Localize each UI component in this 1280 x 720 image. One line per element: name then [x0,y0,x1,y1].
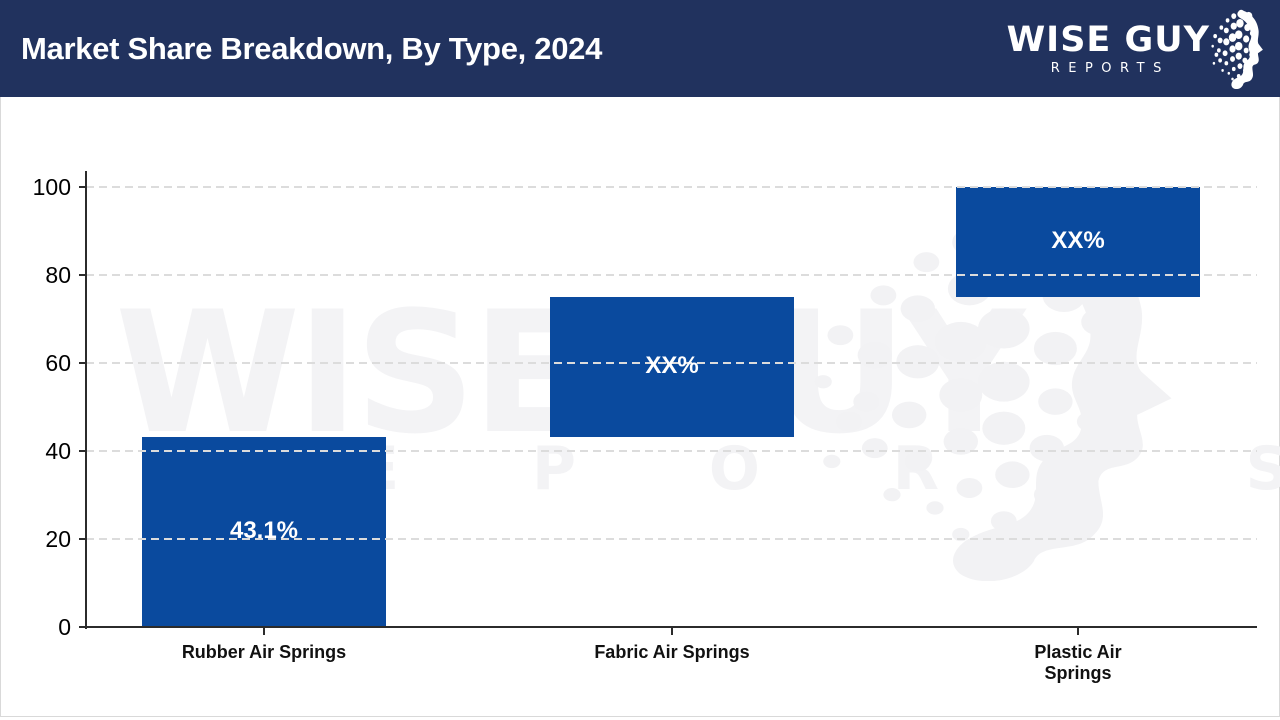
x-axis-line [85,626,1257,628]
y-tick-label: 60 [45,350,71,376]
y-tick-label: 100 [32,174,71,200]
logo-wordmark: WISE GUY REPORTS [1006,19,1210,76]
page-title: Market Share Breakdown, By Type, 2024 [21,30,603,66]
x-category-label: Fabric Air Springs [594,642,750,662]
y-tick-label: 40 [45,438,71,464]
y-axis-tick [79,626,86,628]
grid-line [86,362,1257,364]
logo-wordmark-sub: REPORTS [1050,60,1170,76]
grid-line [86,274,1257,276]
x-category-label: Rubber Air Springs [181,642,347,662]
x-axis-tick [1077,628,1079,635]
x-axis-tick [671,628,673,635]
y-axis-tick [79,274,86,276]
y-axis-tick [79,450,86,452]
wiseguy-logo: WISE GUY REPORTS [1007,6,1266,92]
grid-line [86,538,1257,540]
y-axis-line [85,171,87,629]
y-axis-tick [79,362,86,364]
y-axis-tick [79,186,86,188]
bar-value-label: 43.1% [229,517,299,545]
y-tick-label: 0 [58,614,71,640]
bar-value-label: XX% [1051,227,1105,254]
y-tick-label: 20 [45,526,71,552]
header-bar: Market Share Breakdown, By Type, 2024 WI… [0,0,1280,97]
grid-line [86,186,1257,188]
bar-value-label: XX% [645,352,699,380]
x-category-label: Plastic Air Springs [1034,642,1122,683]
grid-line [86,450,1257,452]
face-profile-icon [1211,9,1263,89]
logo-wordmark-main: WISE GUY [1006,19,1210,60]
y-tick-label: 80 [45,262,71,288]
bar-segment [142,437,386,627]
bar-segment [550,297,794,438]
x-axis-tick [263,628,265,635]
y-axis-tick [79,538,86,540]
chart-panel: WISE GUY R E P O R T S 0 20 40 60 80 100 43.1%… [0,97,1280,717]
